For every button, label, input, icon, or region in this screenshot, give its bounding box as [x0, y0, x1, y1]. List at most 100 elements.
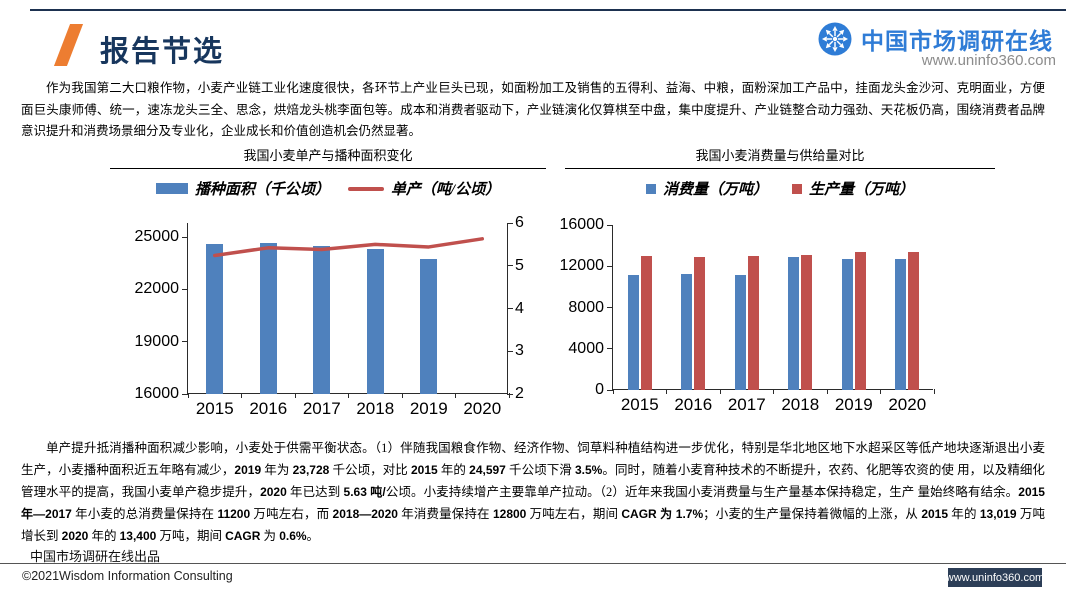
x-axis-tick-mark: [933, 389, 935, 394]
blue-square-swatch-icon: [645, 183, 656, 194]
x-axis-category-label: 2020: [888, 395, 927, 414]
plot-area: 16000 19000 22000 25000 2 3 4 5 6 2015 2016 2017 201…: [135, 214, 524, 418]
y-axis-tick-label: 12000: [559, 257, 605, 275]
x-axis-tick-mark: [401, 393, 403, 398]
plot-area: 0 4000 8000 12000 16000 2015 2016 2017 2018 2019 2…: [560, 216, 935, 414]
legend-item-consumption: 消费量（万吨）: [645, 178, 768, 199]
chart-consumption-supply: 我国小麦消费量与供给量对比 消费量（万吨） 生产量（万吨） 0 4000 8000 1…: [560, 145, 995, 435]
x-axis-tick-mark: [719, 389, 721, 394]
x-axis-tick-mark: [826, 389, 828, 394]
footer-divider: [0, 563, 1066, 564]
bold-figure: 13,019: [979, 507, 1017, 521]
x-axis-category-label: 2015: [620, 395, 659, 414]
footer-produced-by: 中国市场调研在线出品: [30, 549, 161, 564]
site-badge-url[interactable]: www.uninfo360.com: [946, 568, 1044, 587]
bold-figure: 23,728: [292, 463, 330, 477]
bold-figure: 2015: [410, 463, 438, 477]
y-axis-tick-mark: [182, 341, 188, 343]
x-axis-category-label: 2019: [409, 399, 448, 418]
secondary-y-axis-tick-mark: [507, 393, 513, 395]
secondary-y-axis-tick-mark: [507, 222, 513, 224]
data-bar: [681, 273, 693, 390]
data-bar: [259, 242, 277, 394]
secondary-y-axis-tick-label: 2: [515, 385, 524, 402]
secondary-y-axis-tick-mark: [507, 265, 513, 267]
text-run: 年已达到: [286, 485, 344, 499]
bold-figure: 13,400: [119, 529, 157, 543]
y-axis-tick-mark: [607, 224, 613, 226]
bold-figure: 5.63 吨/: [343, 485, 386, 499]
x-axis-category-label: 2018: [356, 399, 395, 418]
x-axis-tick-mark: [187, 393, 189, 398]
top-divider: [30, 9, 1066, 11]
text-run: 万吨增长到: [21, 507, 1045, 543]
y-axis-tick-label: 4000: [568, 339, 604, 357]
bold-figure: 0.6%: [279, 529, 307, 543]
legend-item-sown-area: 播种面积（千公顷）: [155, 178, 330, 199]
legend-label: 生产量（万吨）: [809, 182, 915, 198]
y-axis-tick-label: 0: [595, 381, 604, 398]
site-logo[interactable]: 中国市场调研在线: [818, 22, 1053, 56]
text-run: 年消费量保持在: [397, 507, 493, 521]
y-axis-tick-label: 8000: [568, 298, 604, 316]
data-bar: [908, 251, 920, 390]
blue-bar-swatch-icon: [155, 183, 188, 194]
chart-legend: 播种面积（千公顷） 单产（吨/公顷）: [110, 178, 546, 199]
y-axis-tick-mark: [607, 307, 613, 308]
text-run: 年的: [88, 529, 120, 543]
x-axis-tick-mark: [612, 389, 614, 394]
chart-legend: 消费量（万吨） 生产量（万吨）: [565, 178, 995, 199]
legend-label: 播种面积（千公顷）: [194, 182, 330, 198]
y-axis-tick-label: 16000: [559, 216, 605, 233]
red-square-swatch-icon: [792, 183, 802, 194]
data-bar: [366, 248, 384, 394]
x-axis-tick-mark: [880, 389, 881, 394]
bold-figure: 2019: [234, 463, 262, 477]
logo-text: 中国市场调研在线: [861, 28, 1053, 54]
data-bar: [788, 257, 800, 390]
bold-figure: 2020: [260, 485, 287, 499]
chart-title: 我国小麦消费量与供给量对比: [565, 145, 995, 169]
y-axis-tick-mark: [607, 389, 613, 391]
text-run: 。: [306, 529, 320, 543]
text-run: 年为: [261, 463, 293, 477]
x-axis-category-label: 2017: [727, 395, 766, 414]
bold-figure: 2020: [61, 529, 89, 543]
legend-label: 消费量（万吨）: [662, 182, 768, 198]
red-line-swatch-icon: [347, 186, 384, 191]
text-run: 单产提升抵消播种面积减少影响，小麦处于供需平衡状态。（1）伴随我国粮食作物、经济…: [21, 441, 1045, 477]
intro-paragraph: 作为我国第二大口粮作物，小麦产业链工业化速度很快，各环节上产业巨头已现，如面粉加…: [21, 81, 1045, 139]
data-bar: [420, 259, 438, 394]
secondary-y-axis-tick-label: 4: [515, 299, 524, 317]
y-axis-tick-mark: [182, 288, 188, 290]
x-axis-tick-mark: [455, 393, 456, 398]
text-run: 万吨左右，而: [250, 507, 333, 521]
text-run: ；小麦的生产量保持着微幅的上涨，从: [703, 507, 922, 521]
bold-figure: 2015: [921, 507, 949, 521]
snowflake-globe-icon: [818, 22, 852, 56]
bold-figure: CAGR 为 1.7%: [621, 507, 704, 521]
secondary-y-axis-tick-mark: [507, 308, 513, 309]
data-bar: [627, 274, 639, 390]
footer-copyright: ©2021Wisdom Information Consulting: [22, 569, 233, 583]
y-axis-tick-mark: [607, 348, 613, 350]
x-axis-tick-mark: [666, 389, 667, 394]
data-bar: [734, 275, 746, 390]
y-axis-tick-label: 25000: [134, 228, 180, 246]
legend-label: 单产（吨/公顷）: [390, 182, 501, 198]
y-axis-tick-mark: [607, 265, 613, 267]
text-run: 年小麦的总消费量保持在: [71, 507, 218, 521]
secondary-y-axis-tick-label: 6: [515, 214, 524, 231]
bold-figure: 2018—2020: [332, 507, 398, 521]
y-axis-tick-label: 19000: [134, 332, 180, 350]
y-axis-tick-mark: [182, 236, 188, 238]
y-axis-tick-label: 22000: [134, 280, 180, 298]
y-axis-tick-mark: [182, 393, 188, 395]
x-axis-category-label: 2017: [302, 399, 341, 418]
text-run: 万吨，期间: [156, 529, 226, 543]
data-line-series: [213, 237, 484, 258]
data-bar: [640, 255, 652, 390]
bold-figure: 3.5%: [575, 463, 603, 477]
text-run: 千公顷，对比: [329, 463, 411, 477]
